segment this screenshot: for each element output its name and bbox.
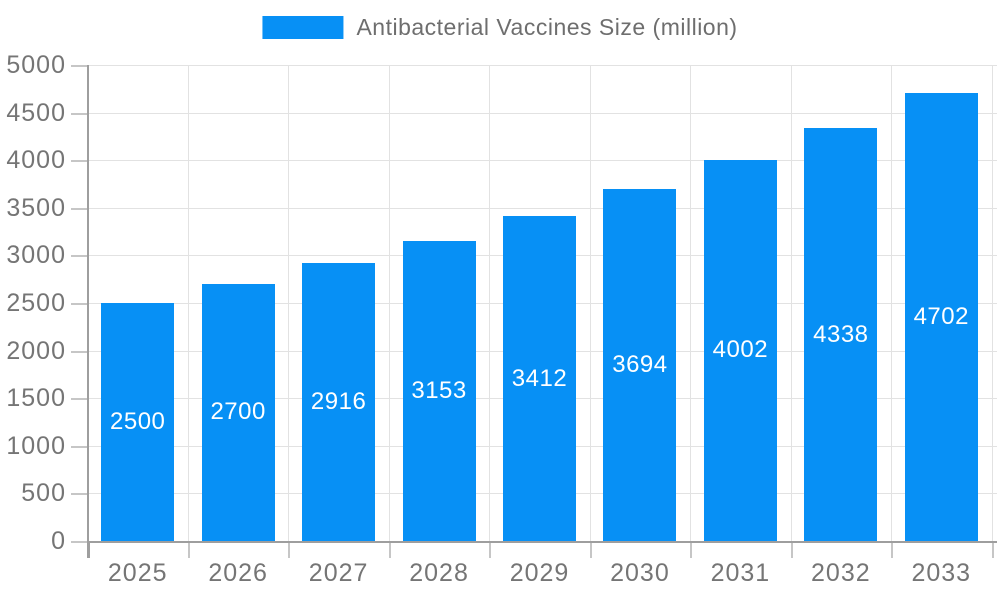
x-tick-mark [187, 542, 190, 558]
x-tick-mark [690, 542, 693, 558]
x-tick-label: 2030 [610, 559, 670, 587]
x-tick-label: 2026 [208, 559, 268, 587]
y-tick-mark [70, 445, 88, 448]
y-tick-mark [70, 541, 88, 543]
y-tick-label: 2500 [6, 289, 66, 317]
bar: 3412 [503, 216, 576, 541]
v-gridline [690, 65, 692, 541]
y-tick-mark [70, 160, 88, 163]
y-tick-label: 3000 [6, 241, 66, 270]
v-gridline [388, 65, 390, 541]
y-tick-mark [70, 493, 88, 496]
x-tick-mark [891, 542, 894, 558]
bar-value-label: 2916 [310, 388, 367, 416]
y-tick-label: 0 [51, 527, 66, 555]
bar: 4702 [904, 93, 978, 541]
x-tick-label: 2032 [811, 559, 871, 587]
x-tick-mark [288, 542, 291, 558]
y-tick-mark [70, 65, 88, 67]
legend-label: Antibacterial Vaccines Size (million) [356, 14, 738, 40]
bar-value-label: 4702 [913, 303, 969, 331]
h-gridline [88, 207, 997, 209]
bar: 3153 [402, 240, 476, 541]
v-gridline [589, 65, 591, 541]
y-tick-label: 4000 [6, 146, 66, 175]
bar-value-label: 3694 [612, 351, 668, 379]
bar: 4002 [703, 160, 777, 541]
x-tick-mark [589, 542, 592, 558]
y-tick-mark [70, 255, 88, 258]
x-tick-mark [87, 542, 90, 558]
bar-value-label: 4002 [712, 336, 769, 364]
y-tick-mark [70, 207, 88, 210]
y-tick-label: 3500 [6, 193, 66, 222]
bar: 2916 [302, 263, 376, 541]
h-gridline [88, 112, 997, 114]
x-tick-mark [489, 542, 492, 558]
y-tick-mark [70, 303, 88, 305]
x-tick-mark [388, 542, 391, 558]
y-axis-line [86, 65, 89, 558]
bar-value-label: 3153 [411, 376, 467, 404]
x-tick-label: 2028 [409, 559, 469, 587]
h-gridline [88, 65, 997, 66]
v-gridline [288, 65, 290, 541]
y-tick-label: 2000 [6, 336, 66, 365]
x-tick-label: 2033 [911, 559, 972, 587]
x-axis-line [86, 541, 997, 543]
x-tick-label: 2031 [710, 559, 771, 587]
y-tick-label: 1000 [6, 431, 66, 460]
x-tick-mark [991, 542, 994, 558]
bar-value-label: 3412 [511, 364, 568, 392]
bar: 2700 [201, 283, 275, 541]
bar-value-label: 2700 [210, 398, 266, 426]
x-tick-label: 2029 [509, 559, 570, 587]
v-gridline [187, 65, 189, 541]
bar: 4338 [804, 128, 878, 541]
v-gridline [790, 65, 792, 541]
y-tick-mark [70, 398, 88, 401]
v-gridline [489, 65, 491, 541]
chart-legend-item[interactable]: Antibacterial Vaccines Size (million) [262, 14, 737, 41]
v-gridline [991, 65, 993, 541]
bar: 2500 [101, 303, 175, 541]
v-gridline [891, 65, 893, 541]
h-gridline [88, 160, 997, 162]
bar: 3694 [603, 189, 677, 541]
x-tick-label: 2027 [308, 559, 369, 587]
bar-value-label: 2500 [110, 408, 166, 435]
y-tick-label: 1500 [6, 384, 66, 413]
y-tick-label: 5000 [6, 51, 66, 79]
y-tick-mark [70, 350, 88, 353]
x-tick-mark [790, 542, 793, 558]
x-tick-label: 2025 [107, 559, 168, 587]
y-tick-mark [70, 112, 88, 115]
y-tick-label: 4500 [6, 98, 66, 127]
legend-swatch [262, 16, 344, 39]
y-tick-label: 500 [21, 479, 66, 508]
bar-value-label: 4338 [813, 320, 869, 348]
